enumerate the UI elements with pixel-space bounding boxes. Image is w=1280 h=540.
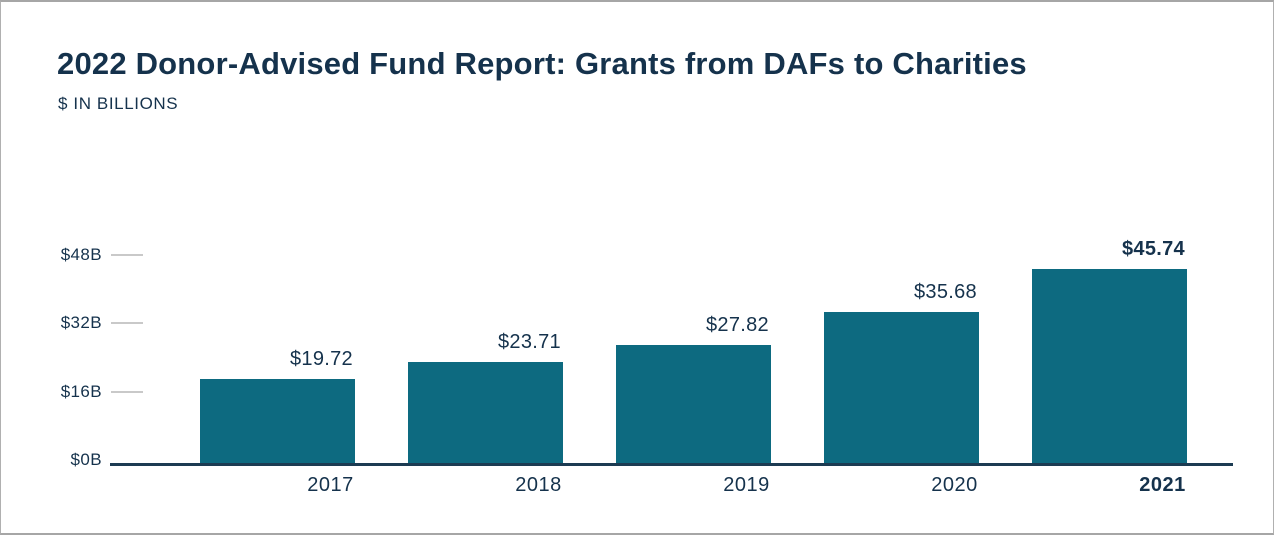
y-axis-label: $0B [70,450,102,469]
bar-2021 [1032,269,1187,463]
y-axis-tick [111,254,143,257]
x-axis-label: 2019 [723,474,770,496]
x-axis-line [110,463,1233,466]
bar-value-label: $27.82 [706,314,769,336]
y-axis-label: $32B [60,313,102,333]
bar-2018 [408,362,563,463]
x-axis-label: 2017 [307,474,354,496]
bar-value-label: $23.71 [498,331,561,353]
bar-2020 [824,312,979,463]
page-title: 2022 Donor-Advised Fund Report: Grants f… [57,46,1027,81]
x-axis-label: 2020 [931,474,978,496]
bar-value-label: $35.68 [914,281,977,303]
y-axis-tick [111,390,143,393]
x-axis-label: 2018 [515,474,562,496]
chart-units-label: $ IN BILLIONS [58,94,179,113]
y-axis-label: $48B [60,245,102,265]
y-axis-label: $16B [60,381,102,401]
bar-2019 [616,345,771,463]
bar-value-label: $19.72 [290,348,353,370]
bar-2017 [200,379,355,463]
bar-value-label: $45.74 [1122,238,1185,260]
x-axis-label: 2021 [1139,474,1186,496]
y-axis-tick [111,322,143,325]
